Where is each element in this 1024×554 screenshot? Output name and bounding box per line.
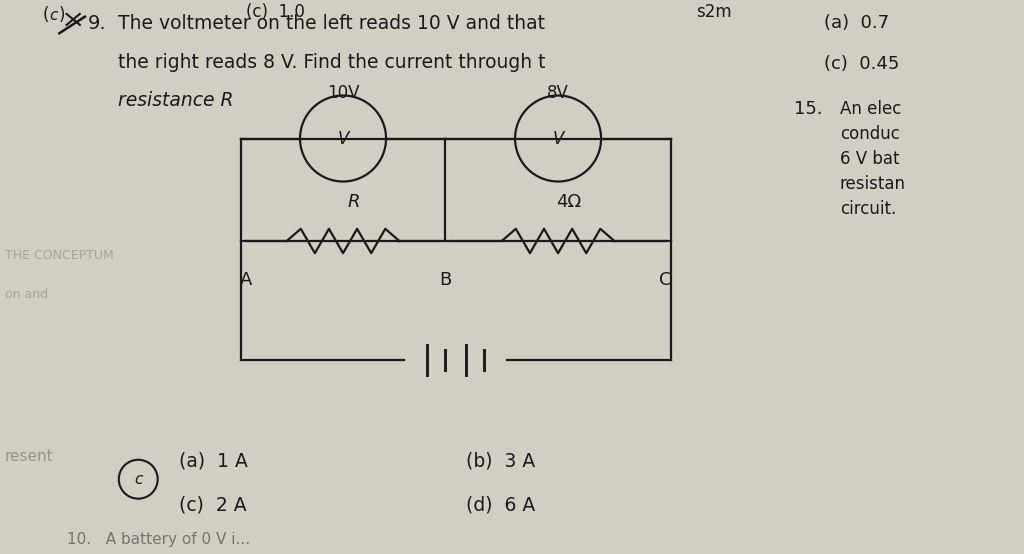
Text: V: V — [552, 130, 564, 147]
Text: 4Ω: 4Ω — [556, 193, 581, 211]
Text: (c)  1.0: (c) 1.0 — [246, 3, 304, 20]
Text: c: c — [134, 471, 142, 487]
Text: resistance R: resistance R — [118, 91, 233, 110]
Text: s2m: s2m — [696, 3, 732, 20]
Text: (c)  2 A: (c) 2 A — [179, 496, 247, 515]
Text: 10.   A battery of 0 V i...: 10. A battery of 0 V i... — [67, 532, 250, 547]
Text: 9.: 9. — [88, 14, 106, 33]
Text: C: C — [659, 271, 672, 289]
Text: 8V: 8V — [547, 85, 569, 102]
Text: 10V: 10V — [327, 85, 359, 102]
Text: (c)  0.45: (c) 0.45 — [824, 55, 900, 73]
Text: c: c — [49, 8, 57, 23]
Text: (: ( — [43, 6, 49, 23]
Text: R: R — [347, 193, 359, 211]
Text: B: B — [439, 271, 452, 289]
Text: the right reads 8 V. Find the current through t: the right reads 8 V. Find the current th… — [118, 53, 545, 71]
Text: An elec
conduc
6 V bat
resistan
circuit.: An elec conduc 6 V bat resistan circuit. — [840, 100, 905, 218]
Text: V: V — [337, 130, 349, 147]
Text: resent: resent — [5, 449, 53, 464]
Text: A: A — [240, 271, 252, 289]
Text: (d)  6 A: (d) 6 A — [466, 496, 536, 515]
Text: 15.: 15. — [794, 100, 822, 117]
Text: THE CONCEPTUM: THE CONCEPTUM — [5, 249, 114, 262]
Text: The voltmeter on the left reads 10 V and that: The voltmeter on the left reads 10 V and… — [118, 14, 545, 33]
Text: (a)  1 A: (a) 1 A — [179, 452, 248, 470]
Text: ): ) — [58, 6, 65, 23]
Text: on and: on and — [5, 288, 48, 301]
Text: (b)  3 A: (b) 3 A — [466, 452, 536, 470]
Text: (a)  0.7: (a) 0.7 — [824, 14, 890, 32]
